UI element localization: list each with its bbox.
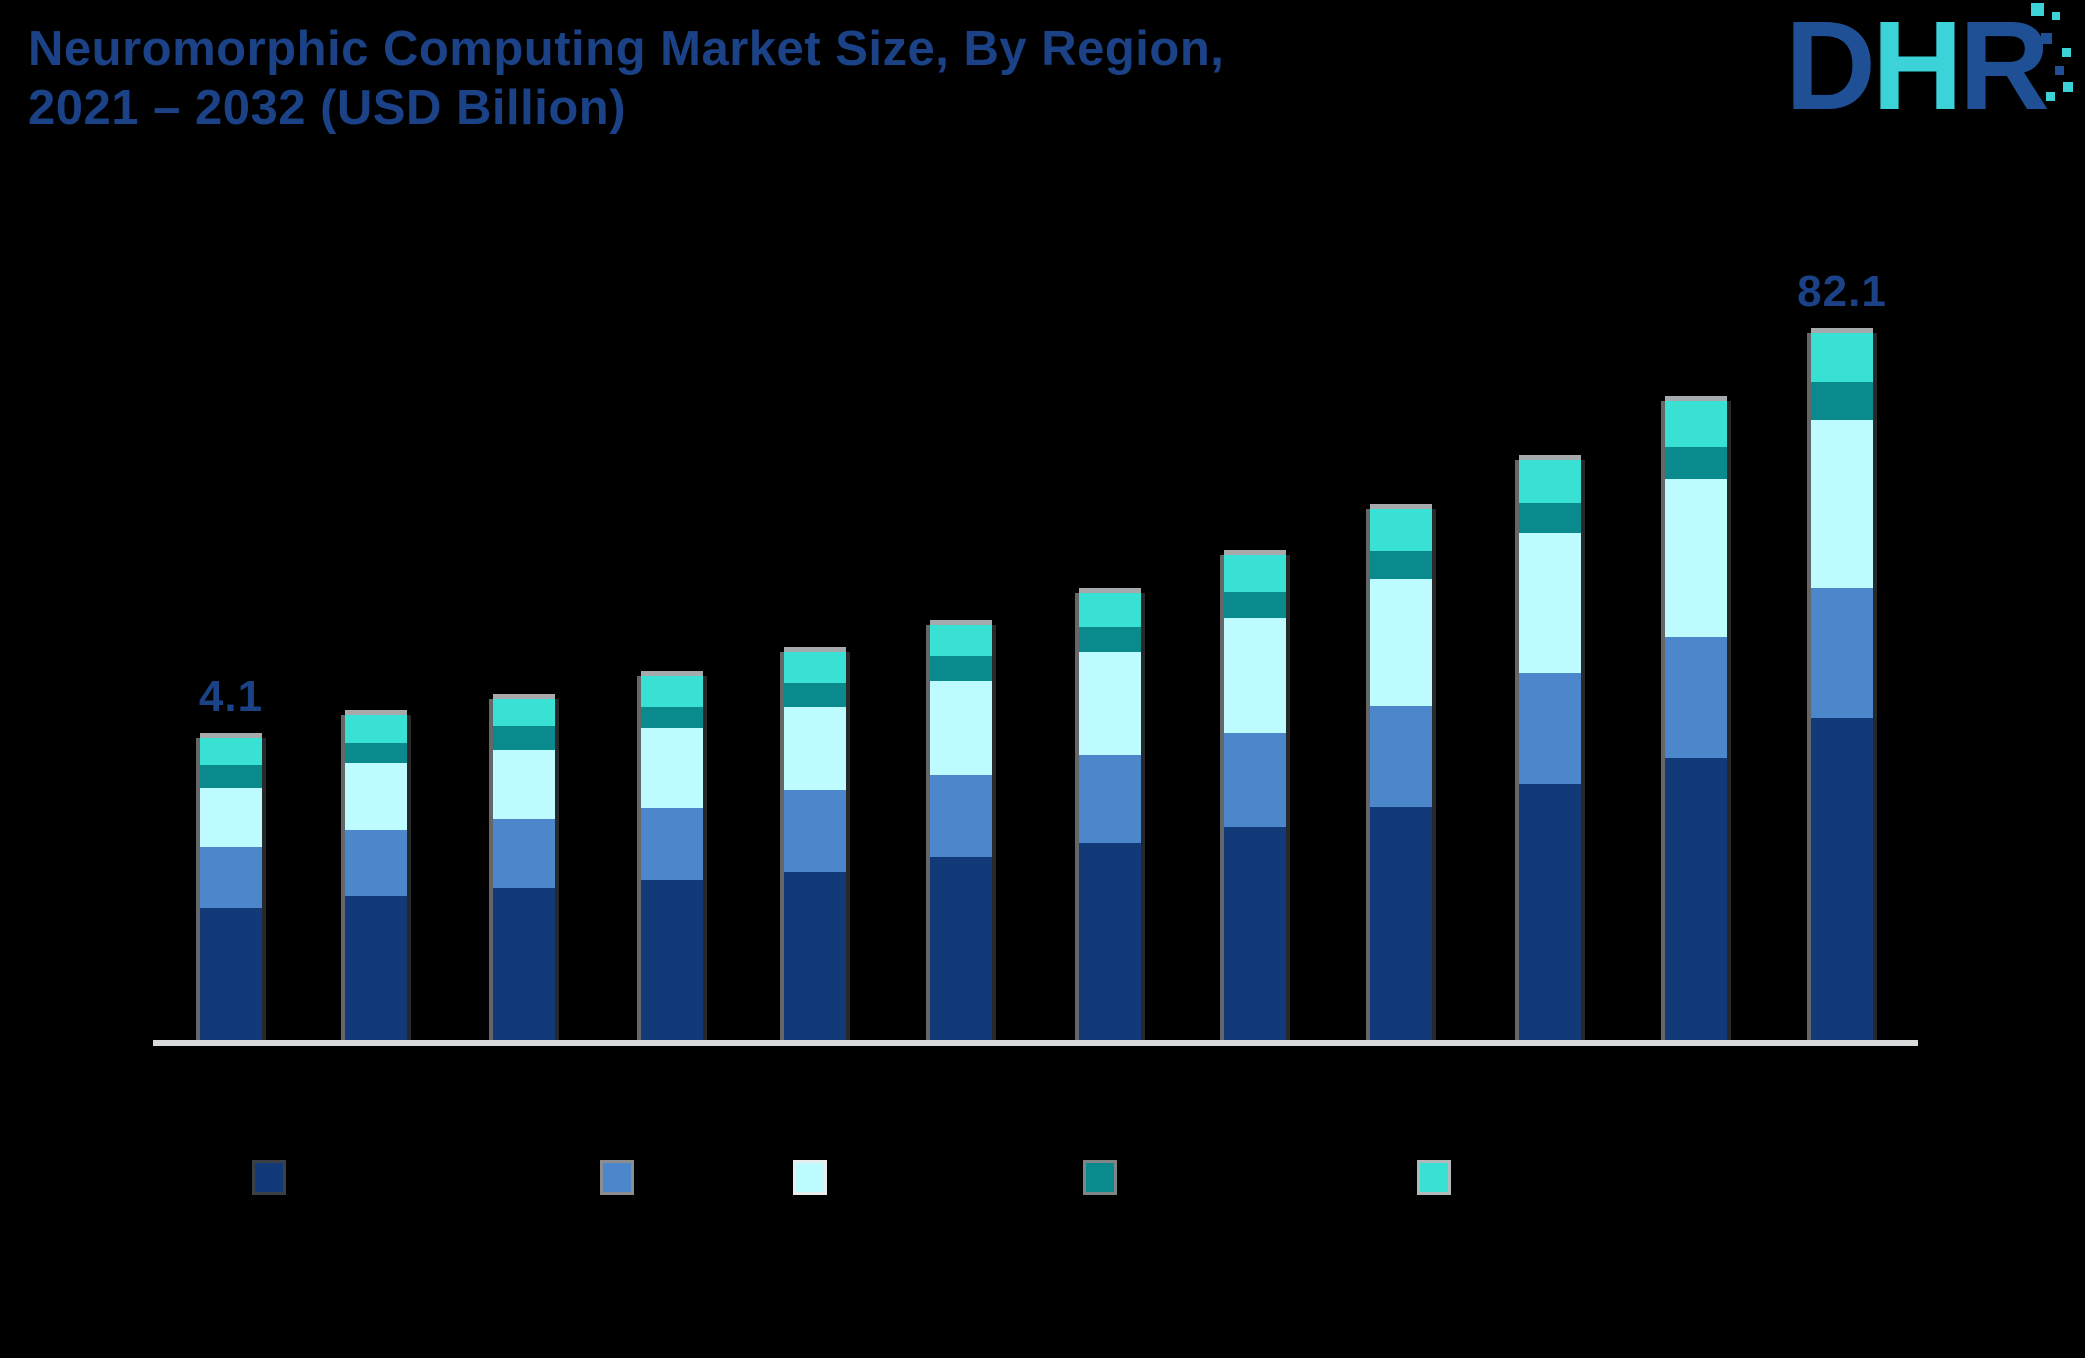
brand-logo: DHR xyxy=(1785,0,2050,136)
bar-2031 xyxy=(1665,401,1727,1040)
bar-2022 xyxy=(345,715,407,1040)
bar-segment xyxy=(1370,579,1432,706)
bar-segment xyxy=(1079,593,1141,627)
bar-segment xyxy=(493,819,555,888)
legend-swatch-4 xyxy=(1083,1160,1117,1195)
bar-segment xyxy=(784,707,846,790)
bar-segment xyxy=(641,676,703,707)
legend-swatch-5 xyxy=(1417,1160,1451,1195)
bar-segment xyxy=(1665,758,1727,1040)
bar-2024 xyxy=(641,676,703,1040)
bar-segment xyxy=(784,652,846,683)
bar-value-label: 4.1 xyxy=(198,672,264,721)
bar-segment xyxy=(1519,503,1581,533)
chart-title: Neuromorphic Computing Market Size, By R… xyxy=(28,20,1224,138)
x-axis-line xyxy=(153,1040,1918,1046)
bar-segment xyxy=(784,683,846,707)
bar-2029 xyxy=(1370,509,1432,1040)
bar-segment xyxy=(1811,420,1873,588)
bar-segment xyxy=(345,715,407,743)
bar-segment xyxy=(930,681,992,775)
bar-segment xyxy=(1811,333,1873,382)
bar-segment xyxy=(200,908,262,1040)
bar-segment xyxy=(1370,706,1432,807)
legend-swatch-2 xyxy=(600,1160,634,1195)
logo-dot xyxy=(2055,66,2064,75)
bar-segment xyxy=(930,656,992,681)
bar-segment xyxy=(1665,447,1727,479)
bar-segment xyxy=(784,872,846,1040)
logo-dot xyxy=(2041,33,2052,44)
bar-segment xyxy=(930,775,992,857)
bar-segment xyxy=(1079,755,1141,843)
bar-segment xyxy=(493,750,555,819)
bar-2032 xyxy=(1811,333,1873,1040)
bar-segment xyxy=(345,743,407,763)
bar-segment xyxy=(1224,827,1286,1040)
title-line-2: 2021 – 2032 (USD Billion) xyxy=(28,81,627,135)
bar-2021 xyxy=(200,738,262,1040)
bar-segment xyxy=(930,625,992,656)
bar-segment xyxy=(784,790,846,872)
bar-segment xyxy=(1370,509,1432,551)
logo-dot xyxy=(2046,92,2055,101)
bar-segment xyxy=(200,847,262,908)
logo-letter-h: H xyxy=(1872,0,1963,136)
bar-2027 xyxy=(1079,593,1141,1040)
bar-segment xyxy=(493,726,555,750)
bar-segment xyxy=(1665,637,1727,758)
bar-segment xyxy=(1665,401,1727,447)
legend-swatch-3 xyxy=(793,1160,827,1195)
bar-segment xyxy=(1224,618,1286,733)
bar-segment xyxy=(1224,592,1286,618)
bar-segment xyxy=(1665,479,1727,637)
bar-segment xyxy=(493,699,555,726)
bar-segment xyxy=(641,880,703,1040)
bar-segment xyxy=(930,857,992,1040)
bar-segment xyxy=(493,888,555,1040)
bar-segment xyxy=(1811,382,1873,420)
bar-2028 xyxy=(1224,555,1286,1040)
bar-segment xyxy=(1079,652,1141,755)
logo-text: DHR xyxy=(1785,0,2050,136)
bar-2030 xyxy=(1519,460,1581,1040)
bar-segment xyxy=(1811,588,1873,718)
bar-segment xyxy=(345,830,407,896)
bar-2026 xyxy=(930,625,992,1040)
bar-segment xyxy=(1370,551,1432,579)
logo-letter-r: R xyxy=(1959,0,2050,136)
bar-segment xyxy=(641,808,703,880)
bar-segment xyxy=(1811,718,1873,1040)
logo-dot xyxy=(2031,3,2044,16)
bar-segment xyxy=(1224,733,1286,827)
bar-value-label: 82.1 xyxy=(1797,267,1887,316)
bar-segment xyxy=(1519,460,1581,503)
bar-segment xyxy=(1370,807,1432,1040)
bar-segment xyxy=(200,738,262,765)
logo-dot xyxy=(2062,48,2071,57)
bar-segment xyxy=(1519,673,1581,784)
bar-2023 xyxy=(493,699,555,1040)
bar-segment xyxy=(641,728,703,808)
bar-segment xyxy=(1519,784,1581,1040)
bar-segment xyxy=(1079,627,1141,652)
bar-segment xyxy=(345,763,407,830)
bar-2025 xyxy=(784,652,846,1040)
bar-segment xyxy=(200,765,262,788)
logo-dot xyxy=(2063,82,2073,92)
legend-swatch-1 xyxy=(252,1160,286,1195)
bar-segment xyxy=(641,707,703,728)
bar-segment xyxy=(1224,555,1286,592)
bar-segment xyxy=(345,896,407,1040)
title-line-1: Neuromorphic Computing Market Size, By R… xyxy=(28,22,1225,76)
logo-dot xyxy=(2052,12,2060,20)
bar-segment xyxy=(1079,843,1141,1040)
bar-segment xyxy=(1519,533,1581,673)
logo-letter-d: D xyxy=(1785,0,1876,136)
bar-segment xyxy=(200,788,262,847)
